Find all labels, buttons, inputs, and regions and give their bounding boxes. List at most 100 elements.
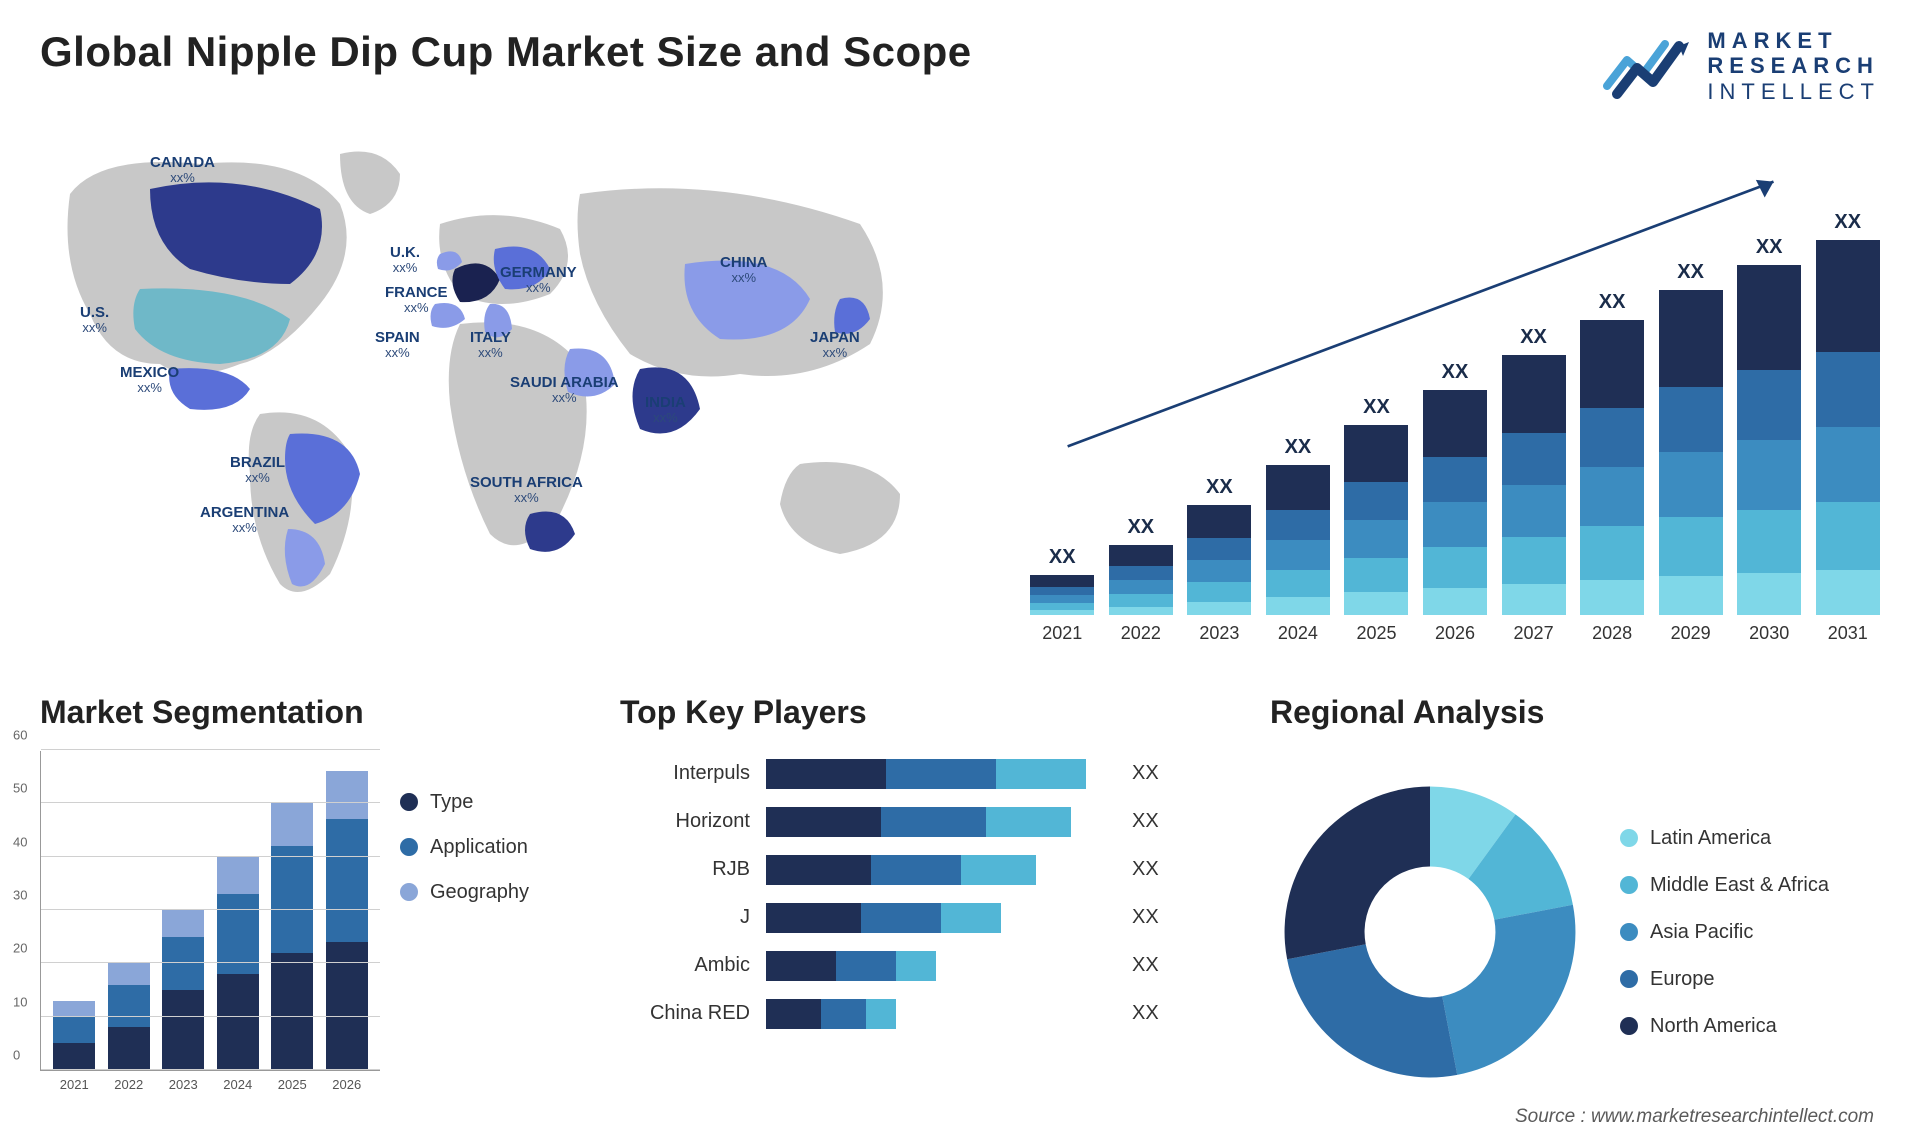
key-player-label: Horizont bbox=[620, 810, 750, 833]
legend-label: Geography bbox=[430, 881, 529, 904]
growth-bar-toplabel: XX bbox=[1049, 546, 1076, 569]
logo-line2: RESEARCH bbox=[1707, 53, 1880, 78]
donut-slice bbox=[1285, 787, 1430, 960]
key-players-panel: Top Key Players InterpulsXXHorizontXXRJB… bbox=[620, 694, 1230, 1114]
legend-label: Europe bbox=[1650, 968, 1715, 991]
legend-dot-icon bbox=[1620, 1017, 1638, 1035]
map-label-france: FRANCExx% bbox=[385, 284, 448, 316]
regional-legend-item: Latin America bbox=[1620, 827, 1829, 850]
key-player-value: XX bbox=[1132, 1002, 1159, 1025]
map-label-germany: GERMANYxx% bbox=[500, 264, 577, 296]
key-player-row: J XX bbox=[620, 903, 1230, 933]
growth-bar-2024: XX 2024 bbox=[1266, 436, 1331, 644]
legend-dot-icon bbox=[400, 838, 418, 856]
legend-dot-icon bbox=[400, 883, 418, 901]
growth-bar-xlabel: 2030 bbox=[1749, 623, 1789, 644]
segmentation-chart: 202120222023202420252026 0102030405060 bbox=[40, 751, 380, 1071]
regional-panel: Regional Analysis Latin America Middle Ea… bbox=[1270, 694, 1880, 1114]
map-label-brazil: BRAZILxx% bbox=[230, 454, 285, 486]
map-label-south-africa: SOUTH AFRICAxx% bbox=[470, 474, 583, 506]
segmentation-bar-2025 bbox=[271, 803, 313, 1070]
segmentation-bar-2022 bbox=[108, 963, 150, 1070]
legend-dot-icon bbox=[400, 793, 418, 811]
growth-bar-toplabel: XX bbox=[1520, 326, 1547, 349]
key-player-label: Interpuls bbox=[620, 762, 750, 785]
logo-line3: INTELLECT bbox=[1707, 79, 1880, 104]
key-player-value: XX bbox=[1132, 810, 1159, 833]
map-label-china: CHINAxx% bbox=[720, 254, 768, 286]
segmentation-legend: Type Application Geography bbox=[400, 751, 529, 1114]
legend-dot-icon bbox=[1620, 829, 1638, 847]
growth-bar-xlabel: 2021 bbox=[1042, 623, 1082, 644]
growth-bar-toplabel: XX bbox=[1677, 261, 1704, 284]
key-player-row: RJBXX bbox=[620, 855, 1230, 885]
legend-label: Type bbox=[430, 791, 473, 814]
donut-slice bbox=[1287, 945, 1457, 1078]
segmentation-bar-2026 bbox=[326, 771, 368, 1070]
segmentation-legend-item: Geography bbox=[400, 881, 529, 904]
key-player-label: J bbox=[620, 906, 750, 929]
map-mexico bbox=[169, 368, 250, 410]
regional-legend-item: Middle East & Africa bbox=[1620, 874, 1829, 897]
growth-bar-chart: XX2021XX2022XX2023XX2024XX2025XX2026XX20… bbox=[1010, 134, 1880, 644]
growth-bar-2022: XX 2022 bbox=[1109, 516, 1174, 644]
segmentation-xlabel: 2024 bbox=[223, 1077, 252, 1092]
logo-line1: MARKET bbox=[1707, 28, 1880, 53]
regional-legend: Latin America Middle East & Africa Asia Pa… bbox=[1620, 827, 1829, 1038]
growth-bar-toplabel: XX bbox=[1206, 476, 1233, 499]
growth-bar-2023: XX 2023 bbox=[1187, 476, 1252, 644]
segmentation-xlabel: 2021 bbox=[60, 1077, 89, 1092]
key-player-label: Ambic bbox=[620, 954, 750, 977]
growth-bar-xlabel: 2022 bbox=[1121, 623, 1161, 644]
growth-bar-2029: XX2029 bbox=[1658, 261, 1723, 644]
map-label-india: INDIAxx% bbox=[645, 394, 686, 426]
growth-bar-2031: XX 2031 bbox=[1815, 211, 1880, 644]
growth-bar-xlabel: 2027 bbox=[1514, 623, 1554, 644]
key-player-row: Ambic XX bbox=[620, 951, 1230, 981]
legend-label: Application bbox=[430, 836, 528, 859]
segmentation-title: Market Segmentation bbox=[40, 694, 580, 731]
key-player-value: XX bbox=[1132, 906, 1159, 929]
key-player-row: China REDXX bbox=[620, 999, 1230, 1029]
regional-legend-item: Asia Pacific bbox=[1620, 921, 1829, 944]
legend-label: Latin America bbox=[1650, 827, 1771, 850]
legend-dot-icon bbox=[1620, 970, 1638, 988]
map-southafrica bbox=[525, 511, 575, 551]
key-player-value: XX bbox=[1132, 858, 1159, 881]
map-label-u-s-: U.S.xx% bbox=[80, 304, 109, 336]
brand-logo: MARKET RESEARCH INTELLECT bbox=[1603, 28, 1880, 104]
growth-bar-2026: XX2026 bbox=[1423, 361, 1488, 644]
key-player-value: XX bbox=[1132, 954, 1159, 977]
key-players-title: Top Key Players bbox=[620, 694, 1230, 731]
segmentation-legend-item: Application bbox=[400, 836, 529, 859]
map-label-u-k-: U.K.xx% bbox=[390, 244, 420, 276]
regional-legend-item: Europe bbox=[1620, 968, 1829, 991]
growth-bar-toplabel: XX bbox=[1834, 211, 1861, 234]
growth-bar-toplabel: XX bbox=[1127, 516, 1154, 539]
growth-bar-xlabel: 2028 bbox=[1592, 623, 1632, 644]
segmentation-xlabel: 2025 bbox=[278, 1077, 307, 1092]
growth-bar-toplabel: XX bbox=[1285, 436, 1312, 459]
legend-label: Asia Pacific bbox=[1650, 921, 1753, 944]
legend-label: Middle East & Africa bbox=[1650, 874, 1829, 897]
growth-bar-xlabel: 2031 bbox=[1828, 623, 1868, 644]
legend-label: North America bbox=[1650, 1015, 1777, 1038]
regional-title: Regional Analysis bbox=[1270, 694, 1880, 731]
segmentation-bar-2023 bbox=[162, 910, 204, 1070]
segmentation-xlabel: 2026 bbox=[332, 1077, 361, 1092]
segmentation-xlabel: 2023 bbox=[169, 1077, 198, 1092]
map-label-mexico: MEXICOxx% bbox=[120, 364, 179, 396]
growth-bar-xlabel: 2023 bbox=[1199, 623, 1239, 644]
growth-bar-xlabel: 2025 bbox=[1356, 623, 1396, 644]
regional-donut bbox=[1270, 772, 1590, 1092]
segmentation-xlabel: 2022 bbox=[114, 1077, 143, 1092]
regional-legend-item: North America bbox=[1620, 1015, 1829, 1038]
growth-bar-2027: XX 2027 bbox=[1501, 326, 1566, 644]
logo-mark-icon bbox=[1603, 30, 1693, 102]
growth-bar-2021: XX 2021 bbox=[1030, 546, 1095, 644]
growth-bar-toplabel: XX bbox=[1599, 291, 1626, 314]
growth-bar-2030: XX2030 bbox=[1737, 236, 1802, 644]
growth-bar-toplabel: XX bbox=[1363, 396, 1390, 419]
map-label-saudi-arabia: SAUDI ARABIAxx% bbox=[510, 374, 619, 406]
growth-bar-xlabel: 2024 bbox=[1278, 623, 1318, 644]
